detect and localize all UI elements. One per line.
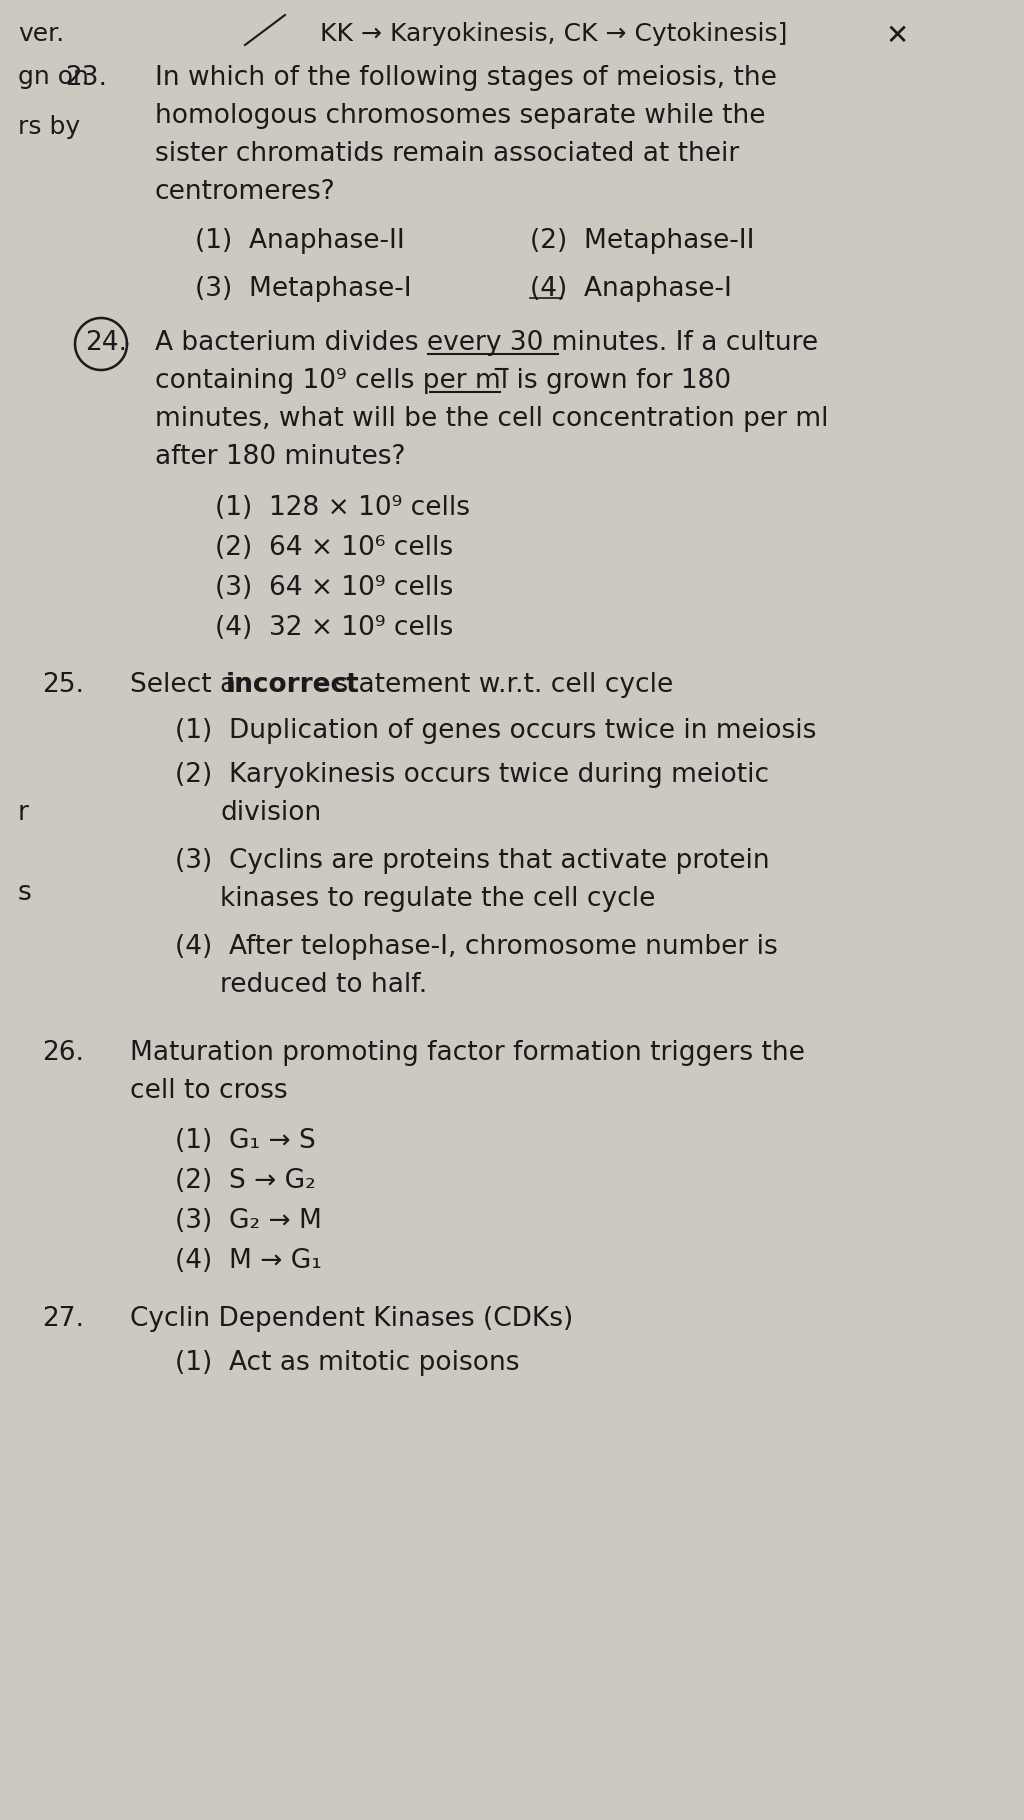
Text: 27.: 27. [42,1307,84,1332]
Text: (4)  After telophase-I, chromosome number is: (4) After telophase-I, chromosome number… [175,934,778,959]
Text: 25.: 25. [42,672,84,699]
Text: containing 10⁹ cells per ml̅ is grown for 180: containing 10⁹ cells per ml̅ is grown fo… [155,368,731,395]
Text: statement w.r.t. cell cycle: statement w.r.t. cell cycle [326,672,673,699]
Text: (3)  G₂ → M: (3) G₂ → M [175,1208,322,1234]
Text: (1)  G₁ → S: (1) G₁ → S [175,1128,315,1154]
Text: (2)  Karyokinesis occurs twice during meiotic: (2) Karyokinesis occurs twice during mei… [175,763,769,788]
Text: 23.: 23. [65,66,106,91]
Text: ver.: ver. [18,22,65,46]
Text: (3)  64 × 10⁹ cells: (3) 64 × 10⁹ cells [215,575,454,601]
Text: after 180 minutes?: after 180 minutes? [155,444,406,470]
Text: gn on: gn on [18,66,89,89]
Text: Maturation promoting factor formation triggers the: Maturation promoting factor formation tr… [130,1039,805,1067]
Text: A bacterium divides every 30 minutes. If a culture: A bacterium divides every 30 minutes. If… [155,329,818,357]
Text: (2)  Metaphase-II: (2) Metaphase-II [530,228,755,255]
Text: rs by: rs by [18,115,80,138]
Text: (4)  Anaphase-I: (4) Anaphase-I [530,277,732,302]
Text: (4)  M → G₁: (4) M → G₁ [175,1249,322,1274]
Text: KK → Karyokinesis, CK → Cytokinesis]: KK → Karyokinesis, CK → Cytokinesis] [319,22,787,46]
Text: r: r [18,801,29,826]
Text: 26.: 26. [42,1039,84,1067]
Text: centromeres?: centromeres? [155,178,336,206]
Text: (1)  Act as mitotic poisons: (1) Act as mitotic poisons [175,1350,519,1376]
Text: ✕: ✕ [885,22,908,49]
Text: s: s [18,881,32,906]
Text: (2)  S → G₂: (2) S → G₂ [175,1168,315,1194]
Text: homologous chromosomes separate while the: homologous chromosomes separate while th… [155,104,766,129]
Text: 24.: 24. [85,329,127,357]
Text: (3)  Metaphase-I: (3) Metaphase-I [195,277,412,302]
Text: (1)  Duplication of genes occurs twice in meiosis: (1) Duplication of genes occurs twice in… [175,719,816,744]
Text: In which of the following stages of meiosis, the: In which of the following stages of meio… [155,66,777,91]
Text: incorrect: incorrect [226,672,359,699]
Text: (2)  64 × 10⁶ cells: (2) 64 × 10⁶ cells [215,535,454,561]
Text: cell to cross: cell to cross [130,1077,288,1105]
Text: reduced to half.: reduced to half. [220,972,427,997]
Text: (3)  Cyclins are proteins that activate protein: (3) Cyclins are proteins that activate p… [175,848,770,874]
Text: kinases to regulate the cell cycle: kinases to regulate the cell cycle [220,886,655,912]
Text: division: division [220,801,322,826]
Text: (1)  128 × 10⁹ cells: (1) 128 × 10⁹ cells [215,495,470,521]
Text: Select an: Select an [130,672,261,699]
Text: minutes, what will be the cell concentration per ml: minutes, what will be the cell concentra… [155,406,828,431]
Text: Cyclin Dependent Kinases (CDKs): Cyclin Dependent Kinases (CDKs) [130,1307,573,1332]
Text: (4)  32 × 10⁹ cells: (4) 32 × 10⁹ cells [215,615,454,641]
Text: (1)  Anaphase-II: (1) Anaphase-II [195,228,404,255]
Text: sister chromatids remain associated at their: sister chromatids remain associated at t… [155,140,739,167]
